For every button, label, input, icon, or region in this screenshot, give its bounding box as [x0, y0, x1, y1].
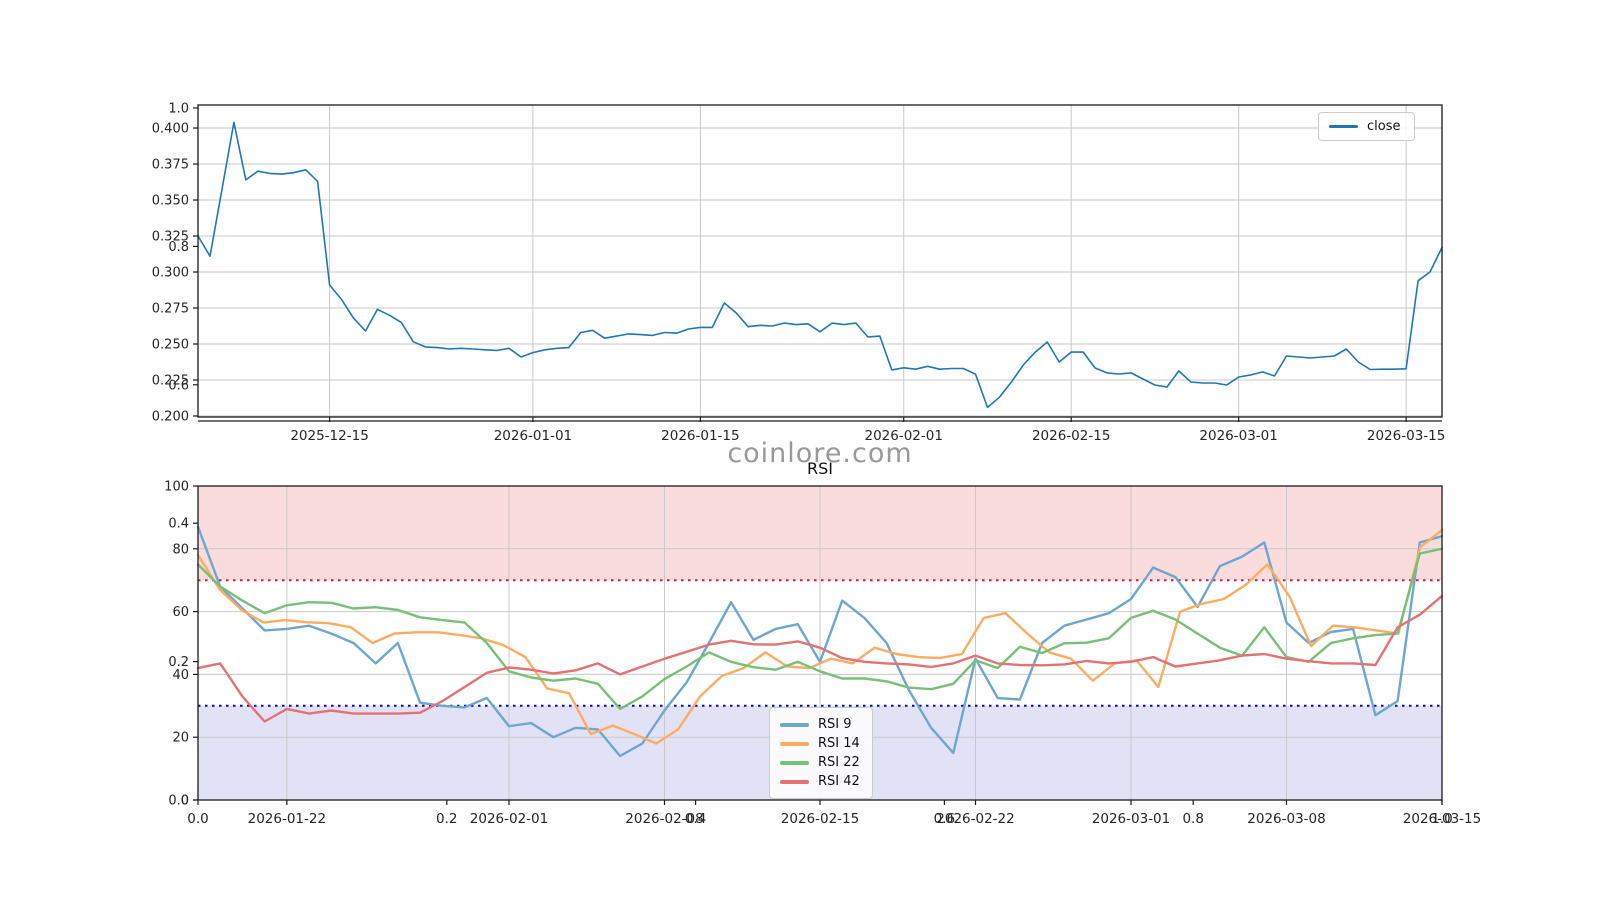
rsi-y-tick-label: 20: [172, 731, 189, 746]
legend-item-rsi22: RSI 22: [780, 753, 860, 772]
rsi-9-line: [196, 525, 1444, 758]
legend-label-rsi42: RSI 42: [818, 774, 860, 789]
price-x-tick-label: 2026-01-01: [494, 428, 572, 444]
rsi-14-line: [196, 528, 1444, 745]
price-x-tick-label: 2026-01-15: [661, 428, 739, 444]
rsi-legend: RSI 9 RSI 14 RSI 22 RSI 42: [769, 707, 873, 799]
price-y-tick-label: 0.300: [152, 266, 189, 281]
ghost-x-tick-label: 0.2: [436, 811, 457, 827]
price-y-tick-label: 0.225: [152, 373, 189, 388]
legend-label-rsi14: RSI 14: [818, 736, 860, 751]
legend-item-rsi9: RSI 9: [780, 715, 860, 734]
price-x-tick-label: 2025-12-15: [290, 428, 368, 444]
legend-item-close: close: [1329, 117, 1400, 136]
rsi14-line-swatch: [780, 741, 809, 746]
rsi-y-tick-label: 100: [164, 480, 189, 495]
legend-item-rsi14: RSI 14: [780, 734, 860, 753]
rsi9-line-swatch: [780, 722, 809, 727]
ghost-y-tick-label: 0.2: [168, 655, 189, 670]
rsi-chart-title: RSI: [807, 459, 833, 478]
rsi-x-tick-label: 2026-03-15: [1403, 811, 1481, 827]
rsi42-line-swatch: [780, 779, 809, 784]
price-x-tick-label: 2026-02-01: [864, 428, 942, 444]
price-y-tick-label: 0.400: [152, 122, 189, 137]
legend-item-rsi42: RSI 42: [780, 772, 860, 791]
rsi-y-tick-label: 60: [172, 605, 189, 620]
close-line-swatch: [1329, 125, 1358, 128]
rsi-x-tick-label: 2026-02-22: [936, 811, 1014, 827]
ghost-y-tick-label: 0.8: [168, 240, 189, 255]
price-x-tick-label: 2026-02-15: [1032, 428, 1110, 444]
price-chart-frame: [197, 104, 1443, 418]
price-y-tick-label: 0.350: [152, 194, 189, 209]
price-y-tick-label: 0.325: [152, 230, 189, 245]
legend-label-rsi22: RSI 22: [818, 755, 860, 770]
ghost-y-tick-label: 0.0: [168, 794, 189, 809]
legend-label-rsi9: RSI 9: [818, 717, 852, 732]
rsi-x-tick-label: 2026-02-08: [625, 811, 703, 827]
price-y-tick-label: 0.250: [152, 338, 189, 353]
rsi-22-line: [196, 547, 1444, 711]
price-y-tick-label: 0.375: [152, 158, 189, 173]
price-legend: close: [1318, 112, 1416, 141]
rsi-x-tick-label: 2026-03-01: [1092, 811, 1170, 827]
ghost-x-tick-label: 0.0: [187, 811, 208, 827]
rsi-y-tick-label: 0: [181, 794, 189, 809]
price-x-tick-label: 2026-03-15: [1367, 428, 1445, 444]
rsi-x-tick-label: 2026-02-15: [781, 811, 859, 827]
close-line: [197, 121, 1443, 409]
ghost-y-tick-label: 0.6: [168, 378, 189, 393]
rsi-x-tick-label: 2026-01-22: [248, 811, 326, 827]
price-y-tick-label: 0.275: [152, 302, 189, 317]
rsi-x-tick-label: 2026-02-01: [470, 811, 548, 827]
rsi-y-tick-label: 80: [172, 542, 189, 557]
price-y-tick-label: 0.200: [152, 409, 189, 424]
ghost-y-tick-label: 0.4: [168, 517, 189, 532]
ghost-y-tick-label: 1.0: [168, 102, 189, 117]
rsi-y-tick-label: 40: [172, 668, 189, 683]
ghost-x-tick-label: 1.0: [1431, 811, 1452, 827]
watermark: coinlore.com: [727, 438, 913, 469]
price-x-tick-label: 2026-03-01: [1199, 428, 1277, 444]
rsi-x-tick-label: 2026-03-08: [1247, 811, 1325, 827]
rsi-42-line: [196, 594, 1444, 723]
ghost-x-tick-label: 0.6: [934, 811, 955, 827]
ghost-x-tick-label: 0.4: [685, 811, 706, 827]
legend-label-close: close: [1367, 119, 1401, 134]
ghost-x-tick-label: 0.8: [1182, 811, 1203, 827]
rsi22-line-swatch: [780, 760, 809, 765]
